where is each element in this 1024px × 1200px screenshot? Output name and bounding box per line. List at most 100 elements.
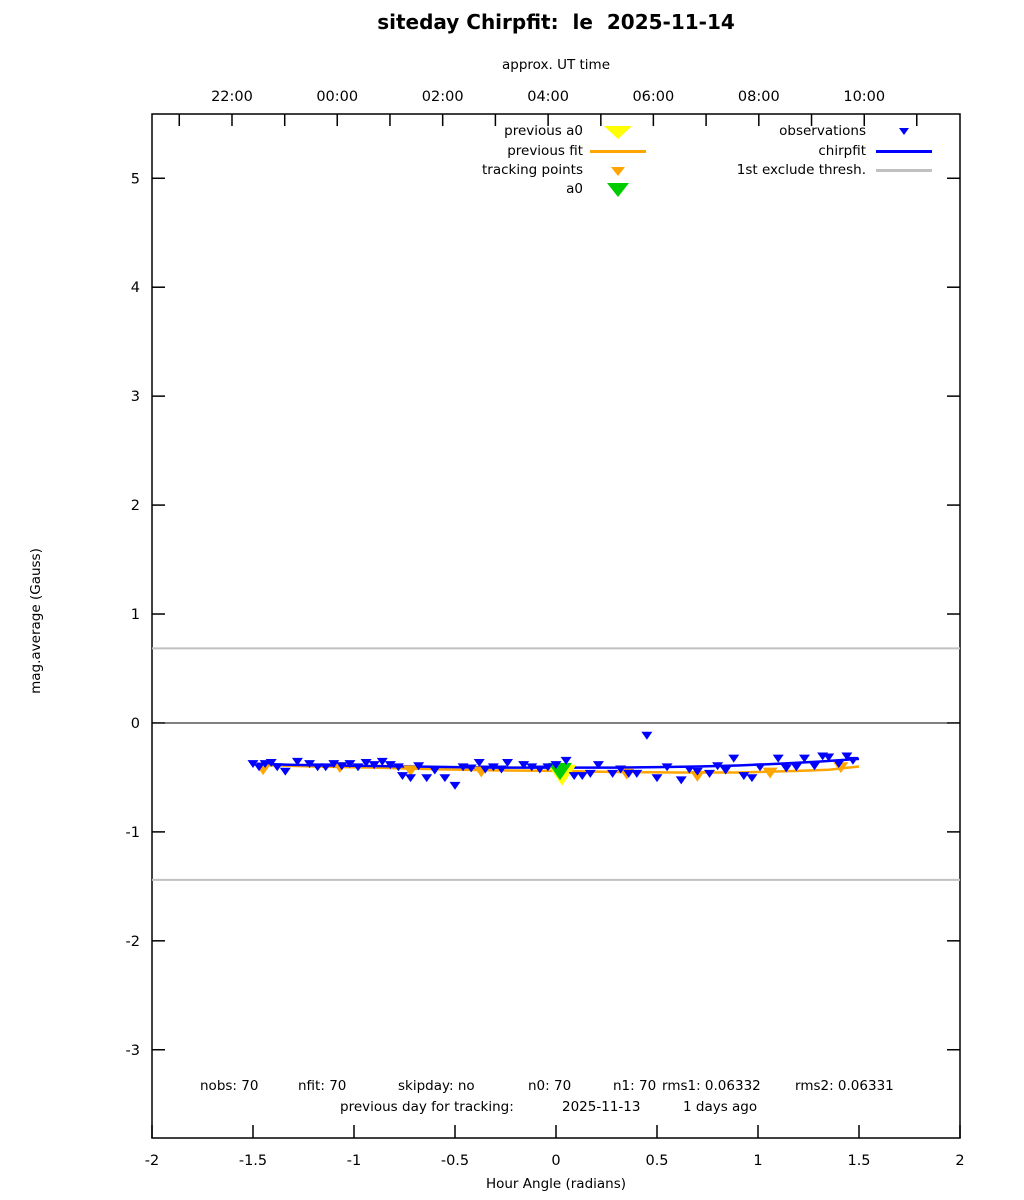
observations-marker	[780, 764, 792, 773]
y-tick-label: 2	[131, 498, 140, 514]
observations-marker	[568, 772, 580, 780]
observations-marker	[661, 763, 673, 772]
observations-marker	[675, 776, 687, 785]
observations-marker	[833, 760, 845, 769]
observations-marker	[502, 759, 514, 767]
observations-marker	[392, 763, 404, 772]
observations-marker	[728, 754, 740, 763]
ut-time-tick-label: 08:00	[738, 89, 780, 105]
stat-n0: n0: 70	[528, 1078, 572, 1094]
observations-marker	[623, 769, 635, 778]
observations-marker	[754, 763, 766, 772]
observations-marker	[841, 752, 853, 761]
observations-marker-icon	[866, 121, 942, 141]
x-tick-label: -1	[347, 1153, 361, 1169]
observations-marker	[772, 754, 784, 763]
observations-marker	[847, 756, 859, 765]
observations-marker	[487, 763, 499, 772]
observations-marker	[352, 763, 364, 772]
observations-marker	[738, 772, 750, 780]
legend-label-observations: observations	[779, 123, 866, 139]
stat-rms2: rms2: 0.06331	[795, 1078, 894, 1094]
observations-marker	[405, 774, 417, 783]
x-tick-label: 2	[955, 1153, 964, 1169]
legend-label-previous-a0: previous a0	[504, 123, 583, 139]
ut-time-tick-label: 10:00	[843, 89, 885, 105]
x-tick-label: 1.5	[847, 1153, 870, 1169]
y-tick-label: 0	[131, 716, 140, 732]
observations-marker	[336, 762, 348, 771]
legend-label-chirpfit: chirpfit	[818, 143, 866, 159]
observations-marker	[271, 763, 283, 772]
observations-marker	[328, 760, 340, 769]
observations-marker	[720, 766, 732, 775]
observations-marker	[312, 763, 324, 772]
observations-marker	[473, 759, 485, 767]
observations-marker	[526, 763, 538, 772]
tracking-points-marker	[762, 767, 778, 779]
observations-marker	[429, 766, 441, 775]
tracking-points-marker	[689, 770, 705, 782]
ut-time-tick-label: 00:00	[316, 89, 358, 105]
previous-a0-marker-icon	[583, 121, 653, 141]
observations-marker	[691, 767, 703, 776]
tracking-points-marker-icon	[583, 160, 653, 180]
y-tick-label: -2	[126, 934, 140, 950]
observations-marker	[413, 762, 425, 771]
y-tick-label: 5	[131, 171, 140, 187]
stat-prev-day-date: 2025-11-13	[562, 1099, 641, 1115]
observations-marker	[344, 760, 356, 769]
observations-marker	[651, 774, 663, 783]
observations-marker	[790, 763, 802, 772]
legend-label-exclude-threshold: 1st exclude thresh.	[736, 162, 866, 178]
observations-marker	[279, 767, 291, 776]
stat-prev-day-ago: 1 days ago	[683, 1099, 758, 1115]
observations-marker	[304, 760, 316, 769]
tracking-points-marker	[403, 765, 419, 777]
x-tick-label: -0.5	[441, 1153, 469, 1169]
a0-marker-icon	[583, 179, 653, 199]
x-tick-label: -2	[145, 1153, 159, 1169]
observations-marker	[495, 765, 507, 774]
observations-marker	[291, 757, 303, 766]
observations-marker	[479, 765, 491, 774]
legend-item-tracking-points: tracking points	[233, 160, 653, 180]
observations-marker	[534, 765, 546, 774]
observations-marker	[809, 762, 821, 771]
ut-time-tick-label: 22:00	[211, 89, 253, 105]
y-tick-label: 3	[131, 389, 140, 405]
top-axis-title: approx. UT time	[502, 57, 610, 73]
stat-nobs: nobs: 70	[200, 1078, 259, 1094]
observations-marker	[576, 772, 588, 780]
observations-marker	[823, 753, 835, 762]
observations-marker	[449, 781, 461, 790]
previous-fit-line-icon	[583, 149, 653, 153]
observations-marker	[376, 757, 388, 766]
page-title: siteday Chirpfit: le 2025-11-14	[377, 10, 735, 34]
observations-marker	[253, 763, 265, 772]
observations-marker	[631, 769, 643, 778]
legend-label-a0: a0	[566, 181, 583, 197]
chirpfit-line-icon	[866, 149, 942, 153]
x-tick-label: 0	[551, 1153, 560, 1169]
legend-item-a0: a0	[233, 179, 653, 199]
y-tick-label: -3	[126, 1043, 140, 1059]
observations-marker	[798, 754, 810, 763]
observations-marker	[641, 731, 653, 740]
observations-marker	[247, 760, 259, 769]
y-tick-label: 1	[131, 607, 140, 623]
legend-label-tracking-points: tracking points	[482, 162, 583, 178]
observations-marker	[396, 772, 408, 780]
legend-item-observations: observations	[516, 121, 942, 141]
observations-marker	[560, 756, 572, 765]
observations-marker	[607, 769, 619, 778]
exclude-threshold-line-icon	[866, 168, 942, 172]
observations-marker	[465, 764, 477, 773]
observations-marker	[320, 763, 332, 772]
ut-time-tick-label: 04:00	[527, 89, 569, 105]
x-axis-title: Hour Angle (radians)	[485, 1176, 627, 1192]
legend-label-previous-fit: previous fit	[507, 143, 583, 159]
observations-marker	[542, 763, 554, 772]
